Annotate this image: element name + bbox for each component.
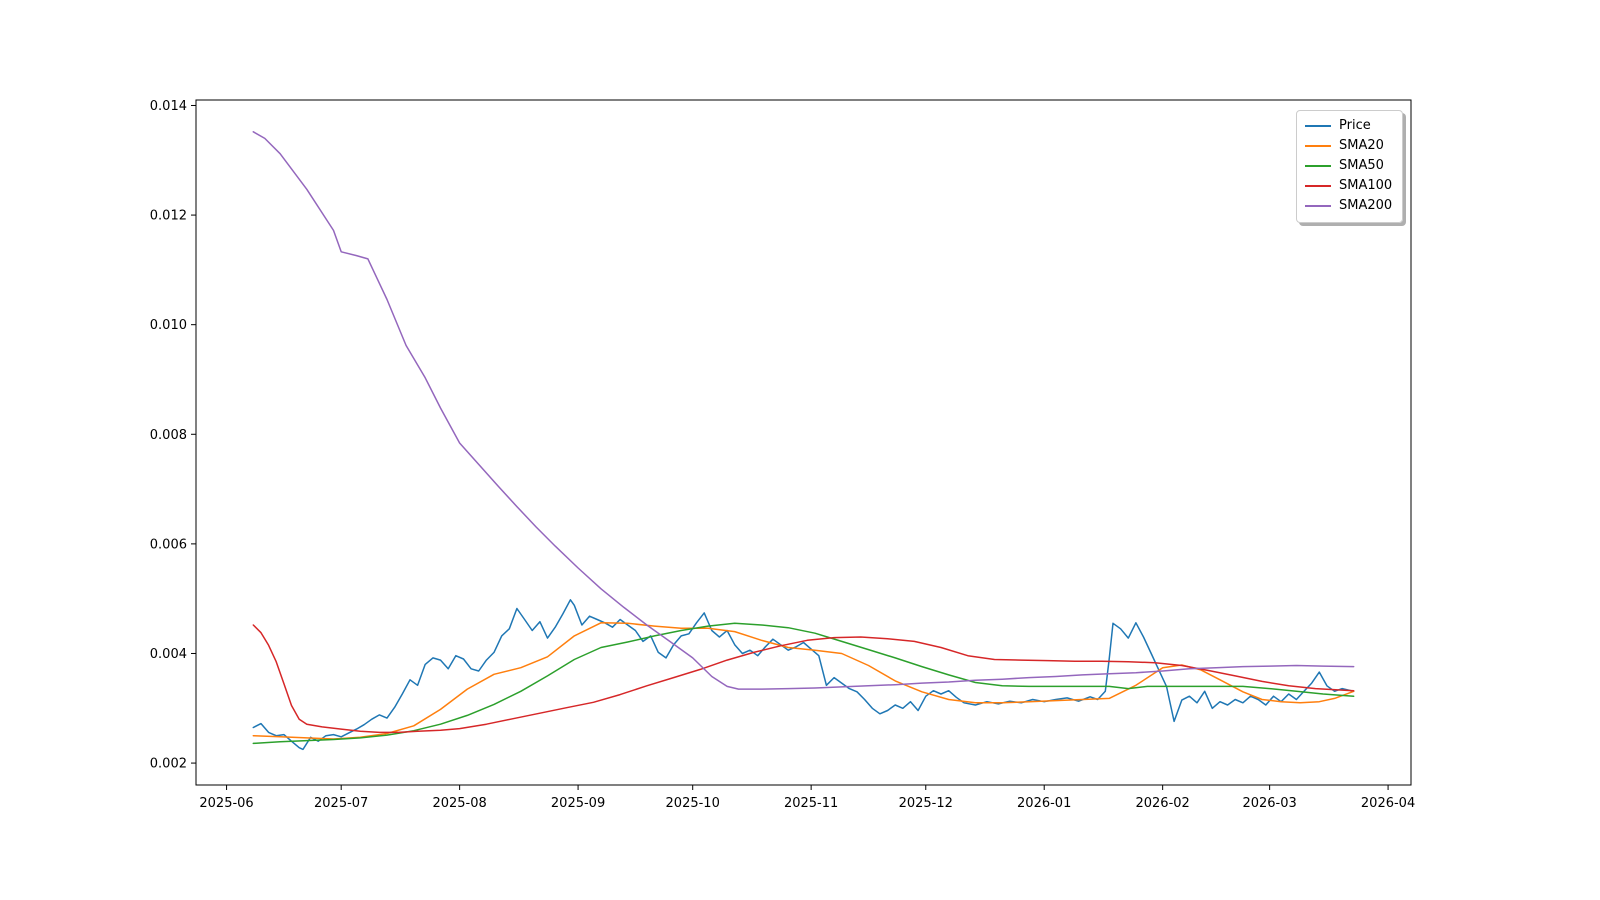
y-tick-label: 0.004 [150, 647, 187, 662]
x-tick-label: 2025-08 [432, 796, 486, 811]
series-line-sma200 [252, 131, 1355, 690]
legend-line-swatch-price [1305, 125, 1331, 127]
y-tick-label: 0.010 [150, 318, 187, 333]
legend-label-sma100: SMA100 [1339, 178, 1393, 193]
legend-item-sma20: SMA20 [1305, 136, 1392, 156]
plot-border [195, 99, 1412, 786]
legend-item-price: Price [1305, 116, 1392, 136]
y-tick-label: 0.006 [150, 537, 187, 552]
series-line-sma50 [252, 622, 1355, 745]
legend-line-swatch-sma50 [1305, 165, 1331, 167]
x-tick-label: 2026-04 [1361, 796, 1415, 811]
x-tick-label: 2025-12 [899, 796, 953, 811]
legend-label-price: Price [1339, 118, 1371, 133]
y-tick-label: 0.012 [150, 209, 187, 224]
series-line-price [252, 599, 1355, 751]
x-tick-label: 2025-11 [784, 796, 838, 811]
x-tick-label: 2026-02 [1135, 796, 1189, 811]
y-tick-label: 0.014 [150, 99, 187, 114]
y-tick-label: 0.002 [150, 757, 187, 772]
legend-label-sma50: SMA50 [1339, 158, 1384, 173]
chart-legend: Price SMA20 SMA50 SMA100 SMA200 [1296, 110, 1404, 223]
series-line-sma20 [252, 622, 1355, 740]
legend-label-sma20: SMA20 [1339, 138, 1384, 153]
x-tick-label: 2025-10 [666, 796, 720, 811]
legend-line-swatch-sma20 [1305, 145, 1331, 147]
legend-item-sma50: SMA50 [1305, 156, 1392, 176]
legend-label-sma200: SMA200 [1339, 198, 1393, 213]
legend-item-sma200: SMA200 [1305, 196, 1392, 216]
x-tick-label: 2025-07 [314, 796, 368, 811]
x-tick-label: 2025-09 [551, 796, 605, 811]
legend-line-swatch-sma200 [1305, 205, 1331, 207]
legend-item-sma100: SMA100 [1305, 176, 1392, 196]
x-tick-label: 2026-01 [1017, 796, 1071, 811]
x-tick-label: 2026-03 [1242, 796, 1296, 811]
y-tick-label: 0.008 [150, 428, 187, 443]
legend-line-swatch-sma100 [1305, 185, 1331, 187]
series-line-sma100 [252, 624, 1355, 734]
x-tick-label: 2025-06 [199, 796, 253, 811]
